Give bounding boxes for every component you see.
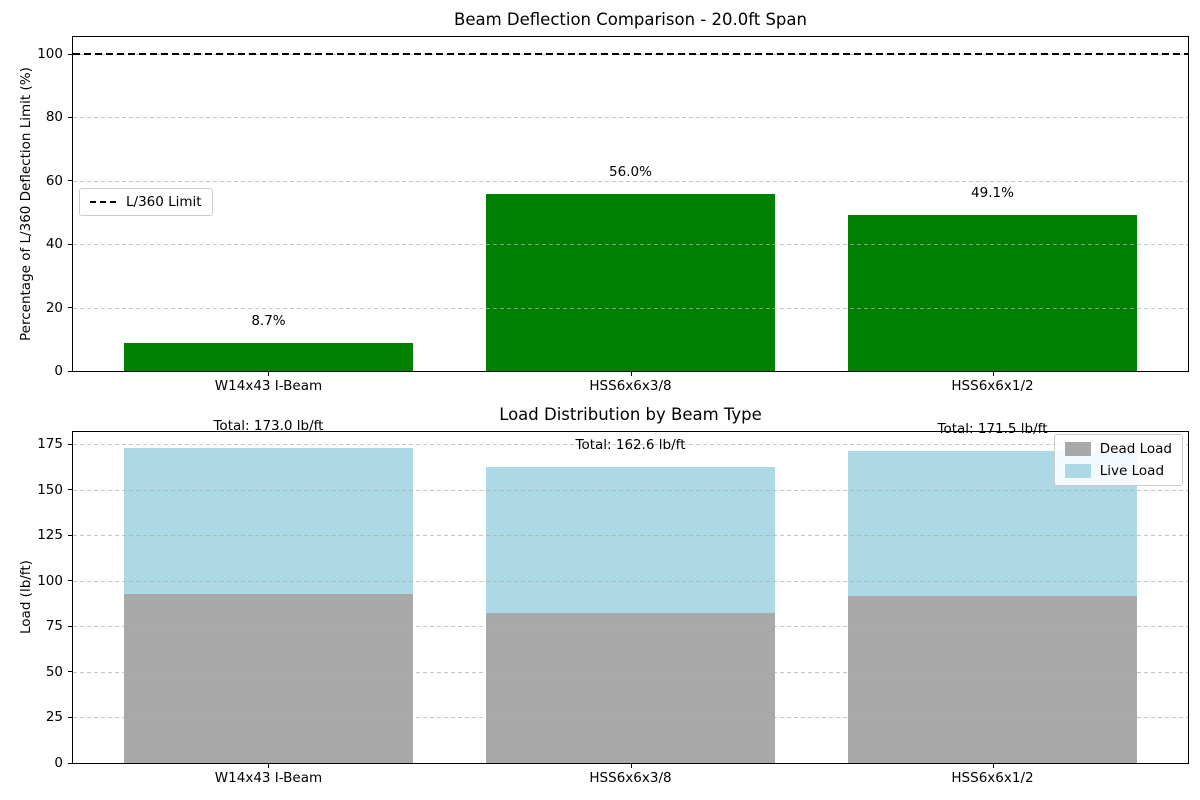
deflection-y-axis-label: Percentage of L/360 Deflection Limit (%) <box>18 67 34 341</box>
y-tick-mark <box>68 489 73 491</box>
bar-value-label: Total: 171.5 lb/ft <box>937 420 1048 437</box>
x-tick-mark <box>268 371 270 376</box>
bar-segment-live-load <box>485 466 776 613</box>
gridline-50 <box>73 671 1188 673</box>
x-tick-label-2: HSS6x6x3/8 <box>589 378 672 394</box>
bar <box>847 215 1138 371</box>
y-tick-mark <box>68 307 73 309</box>
legend-label: Dead Load <box>1099 441 1172 457</box>
y-tick-mark <box>68 671 73 673</box>
y-tick-mark <box>68 116 73 118</box>
gridline-75 <box>73 626 1188 628</box>
y-tick-label: 150 <box>37 481 63 498</box>
y-tick-mark <box>68 180 73 182</box>
x-tick-mark <box>992 763 994 768</box>
y-tick-mark <box>68 762 73 764</box>
bar-segment-dead-load <box>847 596 1138 763</box>
y-tick-label: 25 <box>45 709 63 726</box>
legend-label: Live Load <box>1099 463 1165 479</box>
legend-label: L/360 Limit <box>126 194 202 210</box>
x-tick-mark <box>268 763 270 768</box>
bar-value-label: Total: 162.6 lb/ft <box>575 436 686 453</box>
x-tick-label-3: HSS6x6x1/2 <box>951 770 1034 786</box>
y-tick-label: 75 <box>45 618 63 635</box>
y-tick-label: 50 <box>45 663 63 680</box>
l360-limit-line <box>73 53 1188 56</box>
deflection-chart-title: Beam Deflection Comparison - 20.0ft Span <box>454 10 807 29</box>
gridline-60 <box>73 180 1188 182</box>
deflection-plot-area: Beam Deflection Comparison - 20.0ft Span… <box>18 10 1189 394</box>
x-tick-label-1: W14x43 I-Beam <box>214 378 323 394</box>
load-chart-title: Load Distribution by Beam Type <box>499 405 762 424</box>
y-tick-label: 0 <box>54 363 63 379</box>
bar-value-label: Total: 173.0 lb/ft <box>213 417 324 434</box>
bar-value-label: 56.0% <box>609 163 652 180</box>
bar <box>485 193 776 371</box>
gridline-150 <box>73 489 1188 491</box>
legend-row-live-load: Live Load <box>1064 463 1172 479</box>
gridline-25 <box>73 717 1188 719</box>
x-tick-label-2: HSS6x6x3/8 <box>589 770 672 786</box>
y-tick-label: 40 <box>45 236 63 253</box>
y-tick-label: 125 <box>37 527 63 544</box>
bar-value-label: 49.1% <box>971 185 1014 202</box>
bar-segment-live-load <box>123 447 414 594</box>
bar-segment-dead-load <box>485 612 776 763</box>
y-tick-mark <box>68 53 73 55</box>
y-tick-mark <box>68 443 73 445</box>
x-tick-mark <box>630 763 632 768</box>
deflection-legend: L/360 Limit <box>79 188 213 216</box>
gridline-175 <box>73 444 1188 446</box>
y-tick-mark <box>68 370 73 372</box>
x-tick-label-3: HSS6x6x1/2 <box>951 378 1034 394</box>
dead-load-swatch <box>1064 442 1091 456</box>
gridline-40 <box>73 244 1188 246</box>
y-tick-mark <box>68 625 73 627</box>
y-tick-mark <box>68 534 73 536</box>
y-tick-label: 100 <box>37 572 63 589</box>
load-plot-area: Load Distribution by Beam Type Load (lb/… <box>18 405 1189 786</box>
y-tick-mark <box>68 716 73 718</box>
x-tick-label-1: W14x43 I-Beam <box>214 770 323 786</box>
x-tick-mark <box>992 371 994 376</box>
y-tick-mark <box>68 243 73 245</box>
y-tick-mark <box>68 580 73 582</box>
y-tick-label: 20 <box>45 299 63 316</box>
y-tick-label: 100 <box>37 46 63 63</box>
dashed-line-swatch <box>90 201 117 203</box>
y-tick-label: 0 <box>54 755 63 771</box>
gridline-20 <box>73 307 1188 309</box>
gridline-80 <box>73 117 1188 119</box>
legend-row-dead-load: Dead Load <box>1064 441 1172 457</box>
y-tick-label: 80 <box>45 109 63 126</box>
y-tick-label: 175 <box>37 436 63 453</box>
load-legend: Dead Load Live Load <box>1053 434 1183 486</box>
bar-segment-dead-load <box>123 593 414 763</box>
bar <box>123 343 414 371</box>
x-tick-mark <box>630 371 632 376</box>
y-tick-label: 60 <box>45 172 63 189</box>
live-load-swatch <box>1064 464 1091 478</box>
gridline-100 <box>73 580 1188 582</box>
gridline-125 <box>73 535 1188 537</box>
bar-value-label: 8.7% <box>251 313 286 330</box>
